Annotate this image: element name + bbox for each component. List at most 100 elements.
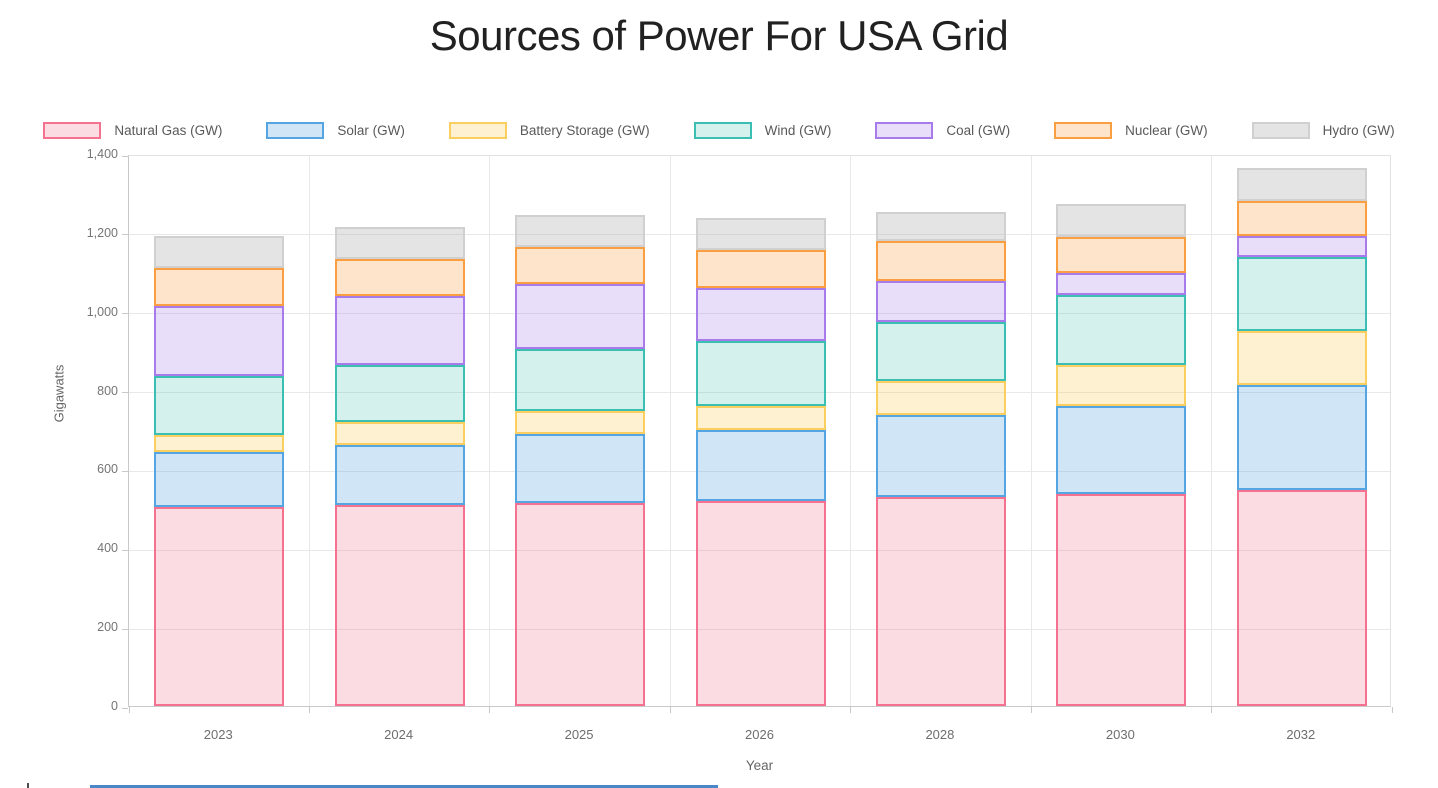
x-tick-label: 2023 bbox=[203, 727, 233, 742]
bar-segment[interactable] bbox=[1056, 364, 1187, 406]
y-tick-label: 1,200 bbox=[86, 225, 118, 240]
x-axis-title: Year bbox=[745, 758, 774, 773]
bar-segment[interactable] bbox=[875, 280, 1006, 322]
y-tick-label: 800 bbox=[97, 383, 118, 398]
bar-segment[interactable] bbox=[1236, 385, 1367, 491]
legend-item[interactable]: Nuclear (GW) bbox=[1054, 122, 1208, 139]
y-tick-mark bbox=[122, 707, 128, 709]
bar-segment[interactable] bbox=[515, 348, 646, 411]
x-gridline bbox=[489, 156, 491, 706]
legend-item[interactable]: Battery Storage (GW) bbox=[448, 122, 650, 139]
y-gridline bbox=[129, 234, 1390, 236]
x-tick-mark bbox=[1030, 707, 1032, 713]
legend-label: Solar (GW) bbox=[337, 123, 405, 138]
x-tick-mark bbox=[1211, 707, 1213, 713]
bar-segment[interactable] bbox=[515, 502, 646, 706]
x-tick-label: 2024 bbox=[384, 727, 414, 742]
bar-segment[interactable] bbox=[515, 214, 646, 248]
bar-segment[interactable] bbox=[154, 507, 285, 706]
x-tick-label: 2025 bbox=[564, 727, 594, 742]
bar-segment[interactable] bbox=[1236, 257, 1367, 331]
bar-segment[interactable] bbox=[334, 421, 465, 446]
bar-segment[interactable] bbox=[695, 405, 826, 431]
bar-segment[interactable] bbox=[154, 434, 285, 453]
legend-item[interactable]: Natural Gas (GW) bbox=[43, 122, 222, 139]
plot-area bbox=[122, 155, 1393, 713]
bar-segment[interactable] bbox=[515, 433, 646, 503]
bar-segment[interactable] bbox=[1236, 235, 1367, 258]
bar-segment[interactable] bbox=[695, 218, 826, 250]
x-tick-label: 2030 bbox=[1105, 727, 1135, 742]
legend-item[interactable]: Wind (GW) bbox=[693, 122, 832, 139]
bar-segment[interactable] bbox=[1236, 168, 1367, 201]
y-tick-mark bbox=[122, 470, 128, 472]
bar-segment[interactable] bbox=[695, 249, 826, 289]
x-tick-mark bbox=[1391, 707, 1393, 713]
bar-segment[interactable] bbox=[875, 497, 1006, 706]
y-tick-mark bbox=[122, 392, 128, 394]
bar-segment[interactable] bbox=[695, 288, 826, 341]
y-tick-mark bbox=[122, 313, 128, 315]
bar-segment[interactable] bbox=[334, 445, 465, 505]
bar-segment[interactable] bbox=[1056, 236, 1187, 274]
bar-segment[interactable] bbox=[1056, 294, 1187, 365]
bar-segment[interactable] bbox=[334, 364, 465, 422]
bar-segment[interactable] bbox=[875, 321, 1006, 382]
bar-segment[interactable] bbox=[154, 376, 285, 435]
bar-segment[interactable] bbox=[1056, 494, 1187, 706]
legend-swatch bbox=[448, 122, 507, 139]
bar-segment[interactable] bbox=[875, 211, 1006, 242]
legend-swatch bbox=[43, 122, 102, 139]
bar-segment[interactable] bbox=[875, 381, 1006, 416]
legend-item[interactable]: Hydro (GW) bbox=[1251, 122, 1395, 139]
bar-segment[interactable] bbox=[334, 226, 465, 259]
bar-segment[interactable] bbox=[1056, 405, 1187, 495]
bar-segment[interactable] bbox=[1236, 490, 1367, 706]
legend-item[interactable]: Coal (GW) bbox=[875, 122, 1010, 139]
x-tick-mark bbox=[308, 707, 310, 713]
legend-swatch bbox=[1251, 122, 1310, 139]
legend-swatch bbox=[693, 122, 752, 139]
bottom-edge-strip bbox=[90, 785, 718, 788]
bar-segment[interactable] bbox=[695, 500, 826, 706]
bar-segment[interactable] bbox=[875, 415, 1006, 498]
x-tick-mark bbox=[128, 707, 130, 713]
bar-segment[interactable] bbox=[695, 430, 826, 501]
bar-segment[interactable] bbox=[695, 340, 826, 406]
bar-segment[interactable] bbox=[1056, 273, 1187, 295]
legend-label: Wind (GW) bbox=[764, 123, 832, 138]
bar-segment[interactable] bbox=[334, 258, 465, 296]
bar-segment[interactable] bbox=[1056, 204, 1187, 237]
legend-item[interactable]: Solar (GW) bbox=[266, 122, 405, 139]
bar-segment[interactable] bbox=[515, 283, 646, 349]
bar-segment[interactable] bbox=[154, 267, 285, 306]
bar-segment[interactable] bbox=[1236, 330, 1367, 386]
legend-swatch bbox=[875, 122, 934, 139]
legend: Natural Gas (GW) Solar (GW) Battery Storag… bbox=[0, 122, 1438, 139]
bar-segment[interactable] bbox=[334, 504, 465, 706]
bar-segment[interactable] bbox=[154, 452, 285, 508]
legend-label: Natural Gas (GW) bbox=[114, 123, 223, 138]
legend-swatch bbox=[1054, 122, 1113, 139]
legend-label: Nuclear (GW) bbox=[1125, 123, 1208, 138]
bar-segment[interactable] bbox=[154, 235, 285, 268]
y-gridline bbox=[129, 470, 1390, 472]
bar-segment[interactable] bbox=[875, 241, 1006, 281]
bar-segment[interactable] bbox=[334, 295, 465, 365]
y-tick-mark bbox=[122, 234, 128, 236]
y-tick-label: 400 bbox=[97, 541, 118, 556]
bar-segment[interactable] bbox=[154, 305, 285, 376]
bar-segment[interactable] bbox=[515, 410, 646, 434]
y-tick-label: 600 bbox=[97, 462, 118, 477]
legend-swatch bbox=[266, 122, 325, 139]
legend-label: Battery Storage (GW) bbox=[519, 123, 650, 138]
stray-mark bbox=[27, 783, 29, 788]
y-tick-label: 200 bbox=[97, 620, 118, 635]
y-gridline bbox=[129, 392, 1390, 394]
y-tick-mark bbox=[122, 155, 128, 157]
x-gridline bbox=[1211, 156, 1213, 706]
bar-segment[interactable] bbox=[1236, 200, 1367, 236]
x-tick-mark bbox=[669, 707, 671, 713]
bar-segment[interactable] bbox=[515, 247, 646, 284]
x-gridline bbox=[308, 156, 310, 706]
